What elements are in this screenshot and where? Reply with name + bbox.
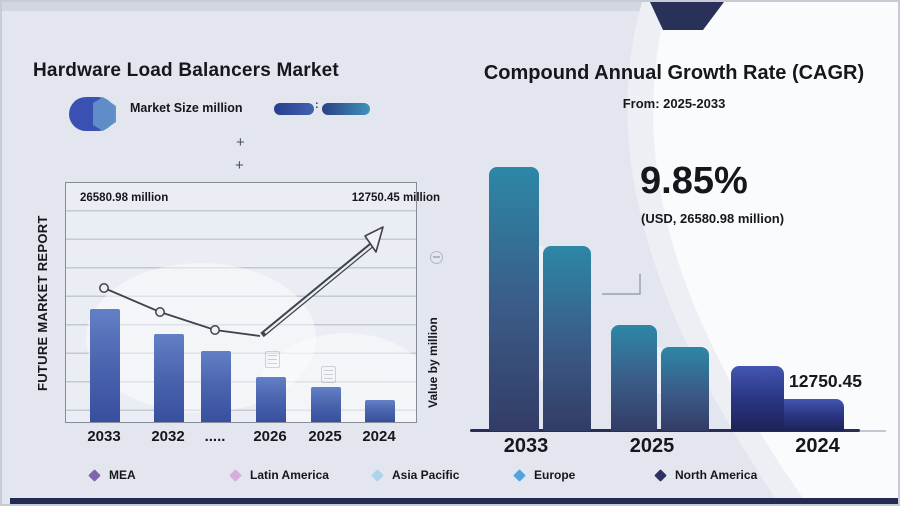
corner-ribbon-shape bbox=[650, 2, 724, 30]
market-size-bar-..... bbox=[201, 351, 231, 422]
cagr-subtitle: From: 2025-2033 bbox=[622, 96, 726, 111]
cagr-year-label: 2025 bbox=[629, 435, 675, 457]
cagr-chart-baseline-shadow bbox=[860, 430, 886, 432]
cagr-bar-tall-2025 bbox=[611, 325, 657, 431]
ratio-pill-left bbox=[274, 103, 314, 115]
ratio-colon: : bbox=[315, 99, 319, 111]
cagr-bar-short-2025 bbox=[661, 347, 709, 431]
market-size-chart: 26580.98 million 12750.45 million 2033 20… bbox=[65, 182, 440, 454]
plus-decoration-icon: + bbox=[235, 157, 244, 174]
legend-diamond-icon bbox=[513, 468, 526, 482]
legend-item-north-america: North America bbox=[654, 468, 758, 482]
legend-label: North America bbox=[675, 468, 758, 482]
future-market-report-watermark: FUTURE MARKET REPORT bbox=[35, 215, 50, 391]
cagr-bar-short-2024 bbox=[784, 399, 844, 431]
market-size-bar-2025 bbox=[311, 387, 341, 422]
market-size-bar-2024 bbox=[365, 400, 395, 422]
start-value-label: 26580.98 million bbox=[80, 192, 169, 204]
cagr-percentage: 9.85% bbox=[640, 160, 748, 202]
bottom-navy-strip bbox=[10, 498, 898, 504]
year-label: 2026 bbox=[253, 428, 287, 445]
cagr-year-label: 2024 bbox=[795, 435, 840, 457]
ratio-pill-right bbox=[322, 103, 370, 115]
market-size-bar-2026 bbox=[256, 377, 286, 422]
cagr-bar-short-2033 bbox=[543, 246, 591, 431]
year-label: 2024 bbox=[362, 428, 396, 445]
year-label: 2025 bbox=[308, 428, 342, 445]
page-title: Hardware Load Balancers Market bbox=[33, 60, 339, 81]
document-watermark-icon bbox=[265, 351, 280, 368]
legend-diamond-icon bbox=[88, 468, 101, 482]
circle-minus-icon bbox=[430, 251, 443, 264]
database-cylinder-icon bbox=[69, 97, 116, 131]
legend-diamond-icon bbox=[229, 468, 242, 482]
swoosh-shape bbox=[653, 2, 898, 504]
legend-item-mea: MEA bbox=[88, 468, 136, 482]
plus-decoration-icon: + bbox=[236, 134, 245, 151]
market-size-legend-label: Market Size million bbox=[130, 101, 243, 115]
market-size-bar-2032 bbox=[154, 334, 184, 422]
market-size-chart-plot-area bbox=[65, 182, 417, 423]
legend-label: MEA bbox=[109, 468, 136, 482]
cagr-2024-value-label: 12750.45 bbox=[789, 371, 862, 391]
legend-label: Asia Pacific bbox=[392, 468, 460, 482]
legend-label: Latin America bbox=[250, 468, 329, 482]
year-label: 2033 bbox=[87, 428, 121, 445]
cagr-bar-tall-2024 bbox=[731, 366, 784, 431]
legend-item-asia-pacific: Asia Pacific bbox=[371, 468, 460, 482]
legend-item-latin-america: Latin America bbox=[229, 468, 329, 482]
top-band bbox=[2, 2, 898, 11]
cagr-bar-tall-2033 bbox=[489, 167, 539, 431]
legend-diamond-icon bbox=[654, 468, 667, 482]
year-label: ..... bbox=[204, 428, 226, 445]
market-size-bar-2033 bbox=[90, 309, 120, 422]
legend-label: Europe bbox=[534, 468, 576, 482]
cagr-title: Compound Annual Growth Rate (CAGR) bbox=[483, 62, 865, 84]
cagr-usd-detail: (USD, 26580.98 million) bbox=[641, 211, 785, 226]
year-label: 2032 bbox=[151, 428, 185, 445]
cagr-year-label: 2033 bbox=[503, 435, 549, 457]
cagr-chart: 2033 2025 2024 bbox=[457, 152, 898, 462]
legend-diamond-icon bbox=[371, 468, 384, 482]
end-value-label: 12750.45 million bbox=[351, 192, 440, 204]
bar-gap-notch bbox=[539, 246, 543, 380]
document-watermark-icon bbox=[321, 366, 336, 383]
callout-bracket-shape bbox=[602, 274, 641, 295]
bar-gap-notch bbox=[657, 347, 661, 394]
value-axis-label: Value by million bbox=[426, 317, 440, 409]
trend-line-with-arrow bbox=[99, 226, 384, 338]
legend-item-europe: Europe bbox=[513, 468, 576, 482]
